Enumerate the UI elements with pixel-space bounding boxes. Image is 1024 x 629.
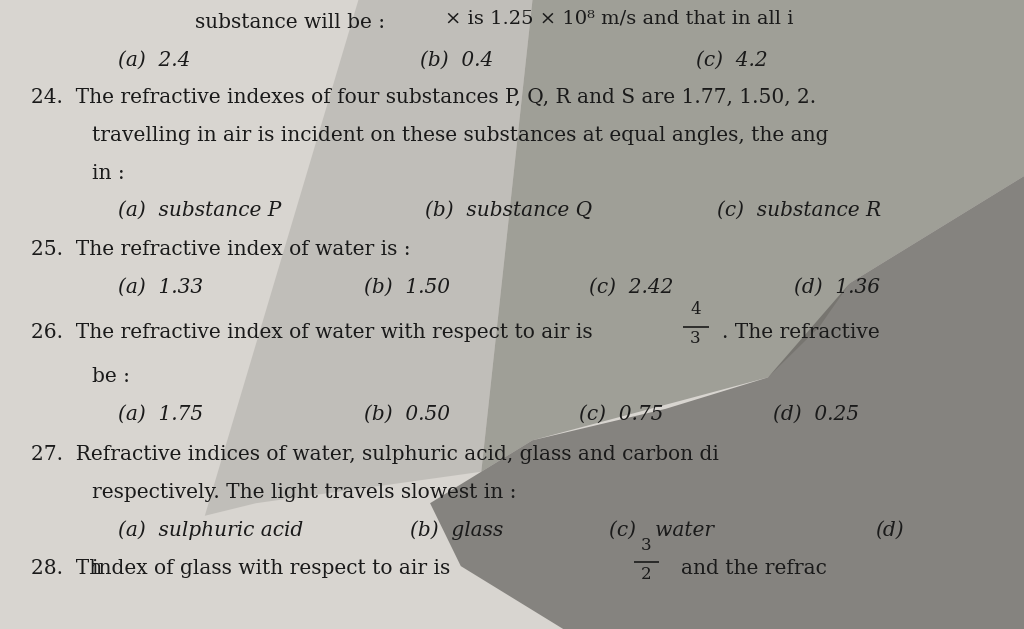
Text: (b)  1.50: (b) 1.50	[364, 277, 450, 296]
Text: in :: in :	[92, 164, 125, 182]
Text: . The refractive: . The refractive	[722, 323, 880, 342]
Text: respectively. The light travels slowest in :: respectively. The light travels slowest …	[92, 483, 517, 502]
Text: (b)  substance Q: (b) substance Q	[425, 201, 592, 220]
Text: 2: 2	[641, 565, 651, 582]
Text: (d)  1.36: (d) 1.36	[794, 277, 880, 296]
Text: and the refrac: and the refrac	[681, 559, 826, 577]
Polygon shape	[205, 0, 532, 516]
Text: 3: 3	[641, 537, 651, 554]
Text: (c)   water: (c) water	[609, 521, 715, 540]
Text: index of glass with respect to air is: index of glass with respect to air is	[92, 559, 451, 577]
Text: (a)  1.33: (a) 1.33	[118, 277, 203, 296]
Text: substance will be :: substance will be :	[195, 13, 385, 32]
Text: (b)  0.50: (b) 0.50	[364, 405, 450, 424]
Text: 25.  The refractive index of water is :: 25. The refractive index of water is :	[31, 240, 411, 259]
Text: (a)  sulphuric acid: (a) sulphuric acid	[118, 520, 303, 540]
Polygon shape	[430, 176, 1024, 629]
Text: 27.  Refractive indices of water, sulphuric acid, glass and carbon di: 27. Refractive indices of water, sulphur…	[31, 445, 719, 464]
Text: 26.  The refractive index of water with respect to air is: 26. The refractive index of water with r…	[31, 323, 592, 342]
Text: (c)  substance R: (c) substance R	[717, 201, 881, 220]
Text: × is 1.25 × 10⁸ m/s and that in all i: × is 1.25 × 10⁸ m/s and that in all i	[445, 9, 794, 27]
Text: (d): (d)	[876, 521, 904, 540]
Text: (c)  0.75: (c) 0.75	[579, 405, 663, 424]
Text: travelling in air is incident on these substances at equal angles, the ang: travelling in air is incident on these s…	[92, 126, 828, 145]
Text: 4: 4	[690, 301, 700, 318]
Text: 24.  The refractive indexes of four substances P, Q, R and S are 1.77, 1.50, 2.: 24. The refractive indexes of four subst…	[31, 88, 816, 107]
Text: be :: be :	[92, 367, 130, 386]
Polygon shape	[481, 0, 1024, 472]
Text: (c)  2.42: (c) 2.42	[589, 277, 673, 296]
Text: (a)  substance P: (a) substance P	[118, 201, 281, 220]
Text: (c)  4.2: (c) 4.2	[696, 51, 768, 70]
Text: 28.  Th: 28. Th	[31, 559, 102, 577]
Text: (a)  2.4: (a) 2.4	[118, 51, 190, 70]
Text: (a)  1.75: (a) 1.75	[118, 405, 203, 424]
Text: 3: 3	[690, 330, 700, 347]
Text: (b)  glass: (b) glass	[410, 520, 503, 540]
Text: (b)  0.4: (b) 0.4	[420, 51, 494, 70]
Text: (d)  0.25: (d) 0.25	[773, 405, 859, 424]
